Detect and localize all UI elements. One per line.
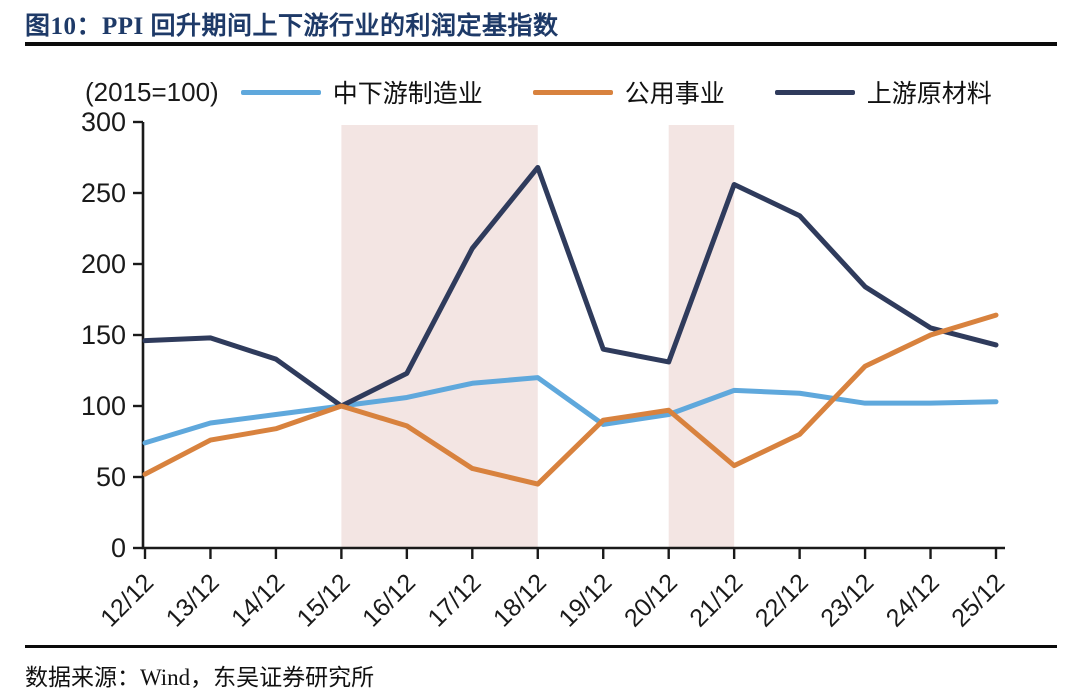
axis-unit-label: (2015=100) — [85, 76, 219, 107]
legend-line-swatch-orange — [532, 89, 613, 95]
ppi-recovery-band — [341, 125, 538, 547]
x-tick-label: 22/12 — [750, 568, 814, 632]
y-tick-label: 250 — [81, 178, 126, 208]
series-line-mid-downstream-manufacturing — [142, 375, 999, 446]
x-tick-label: 24/12 — [881, 568, 945, 632]
y-tick-label: 300 — [81, 107, 126, 137]
x-tick-label: 23/12 — [815, 568, 879, 632]
x-tick-label: 17/12 — [423, 568, 487, 632]
y-tick-label: 50 — [96, 462, 126, 492]
legend-item-utilities: 公用事业 — [532, 74, 725, 110]
x-tick-label: 25/12 — [946, 568, 1010, 632]
axes — [141, 122, 1005, 550]
legend-item-upstream-raw-materials: 上游原材料 — [774, 74, 992, 110]
legend-label: 上游原材料 — [866, 81, 992, 108]
title-divider-rule — [25, 42, 1057, 46]
legend-label: 中下游制造业 — [332, 81, 483, 108]
y-tick-label: 200 — [81, 249, 126, 279]
x-tick-label: 13/12 — [161, 568, 225, 632]
x-tick-label: 16/12 — [357, 568, 421, 632]
figure-title: 图10：PPI 回升期间上下游行业的利润定基指数 — [25, 13, 559, 40]
y-tick-label: 150 — [81, 320, 126, 350]
x-tick-label: 18/12 — [488, 568, 552, 632]
x-tick-label: 14/12 — [226, 568, 290, 632]
y-tick-label: 0 — [111, 533, 126, 563]
legend-label: 公用事业 — [624, 81, 725, 108]
footer-divider-rule — [25, 645, 1057, 648]
chart-legend: (2015=100) 中下游制造业 公用事业 上游原材料 — [85, 74, 1042, 110]
legend-item-mid-downstream-manufacturing: 中下游制造业 — [240, 74, 483, 110]
legend-line-swatch-navy — [774, 89, 855, 95]
x-tick-label: 12/12 — [95, 568, 159, 632]
series-line-upstream-raw-materials — [142, 164, 999, 409]
series-line-utilities — [142, 312, 999, 487]
x-tick-label: 20/12 — [619, 568, 683, 632]
data-source: 数据来源：Wind，东吴证券研究所 — [25, 665, 375, 690]
x-tick-label: 21/12 — [684, 568, 748, 632]
legend-line-swatch-blue — [240, 89, 321, 95]
y-tick-label: 100 — [81, 391, 126, 421]
x-tick-label: 15/12 — [292, 568, 356, 632]
x-tick-label: 19/12 — [553, 568, 617, 632]
